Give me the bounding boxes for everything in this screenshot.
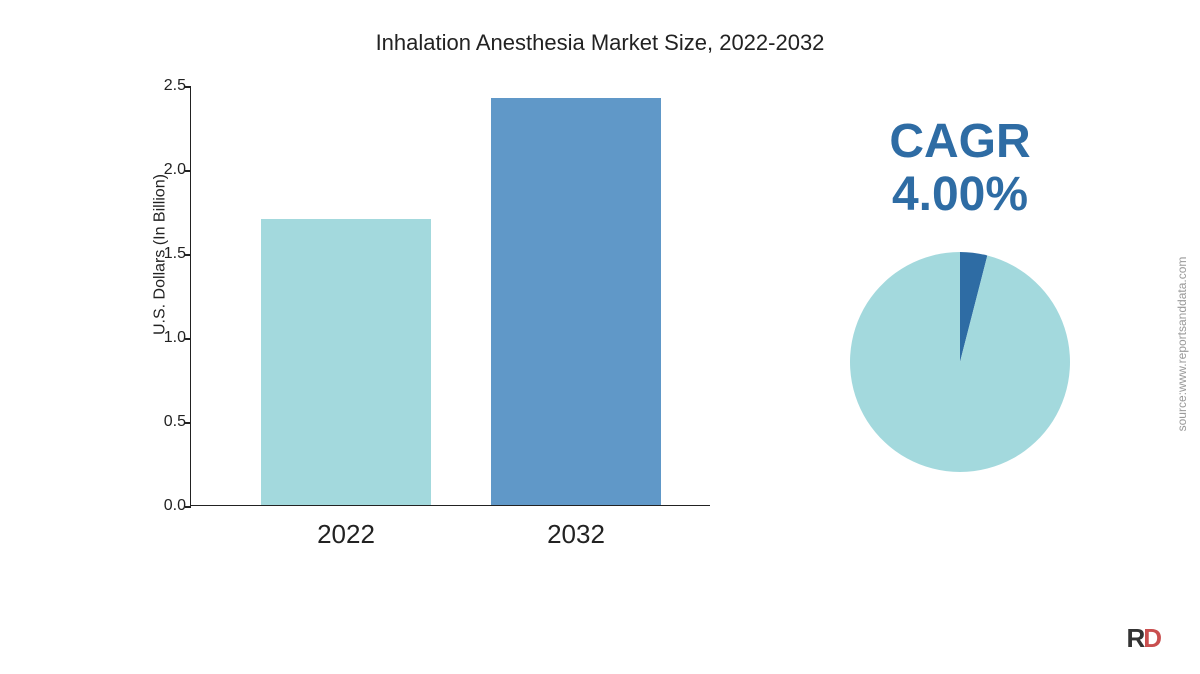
ytick-label: 2.5: [151, 77, 186, 95]
ytick-mark: [185, 170, 191, 172]
ytick-label: 0.0: [151, 497, 186, 515]
ytick-label: 2.0: [151, 161, 186, 179]
ytick-mark: [185, 86, 191, 88]
pie-slice: [850, 252, 1070, 472]
ytick-mark: [185, 254, 191, 256]
xtick-label: 2022: [261, 519, 431, 550]
source-text: source:www.reportsanddata.com: [1175, 257, 1189, 432]
logo: RD: [1126, 623, 1160, 654]
cagr-label: CAGR: [889, 116, 1030, 169]
chart-container: Inhalation Anesthesia Market Size, 2022-…: [0, 0, 1200, 674]
ytick-label: 0.5: [151, 413, 186, 431]
ytick-mark: [185, 338, 191, 340]
bar-chart: U.S. Dollars (In Billion) 0.00.51.01.52.…: [130, 86, 730, 566]
ytick-mark: [185, 506, 191, 508]
cagr-value: 4.00%: [892, 169, 1028, 222]
chart-title: Inhalation Anesthesia Market Size, 2022-…: [40, 30, 1160, 56]
ytick-label: 1.5: [151, 245, 186, 263]
content-row: U.S. Dollars (In Billion) 0.00.51.01.52.…: [40, 86, 1160, 566]
logo-d: D: [1143, 623, 1160, 653]
ytick-label: 1.0: [151, 329, 186, 347]
ytick-mark: [185, 422, 191, 424]
bar: [491, 98, 661, 505]
plot-area: 0.00.51.01.52.02.520222032: [190, 86, 710, 506]
logo-r: R: [1126, 623, 1143, 653]
bar: [261, 219, 431, 505]
xtick-label: 2032: [491, 519, 661, 550]
pie-chart: [850, 252, 1070, 472]
cagr-panel: CAGR 4.00%: [810, 116, 1110, 472]
